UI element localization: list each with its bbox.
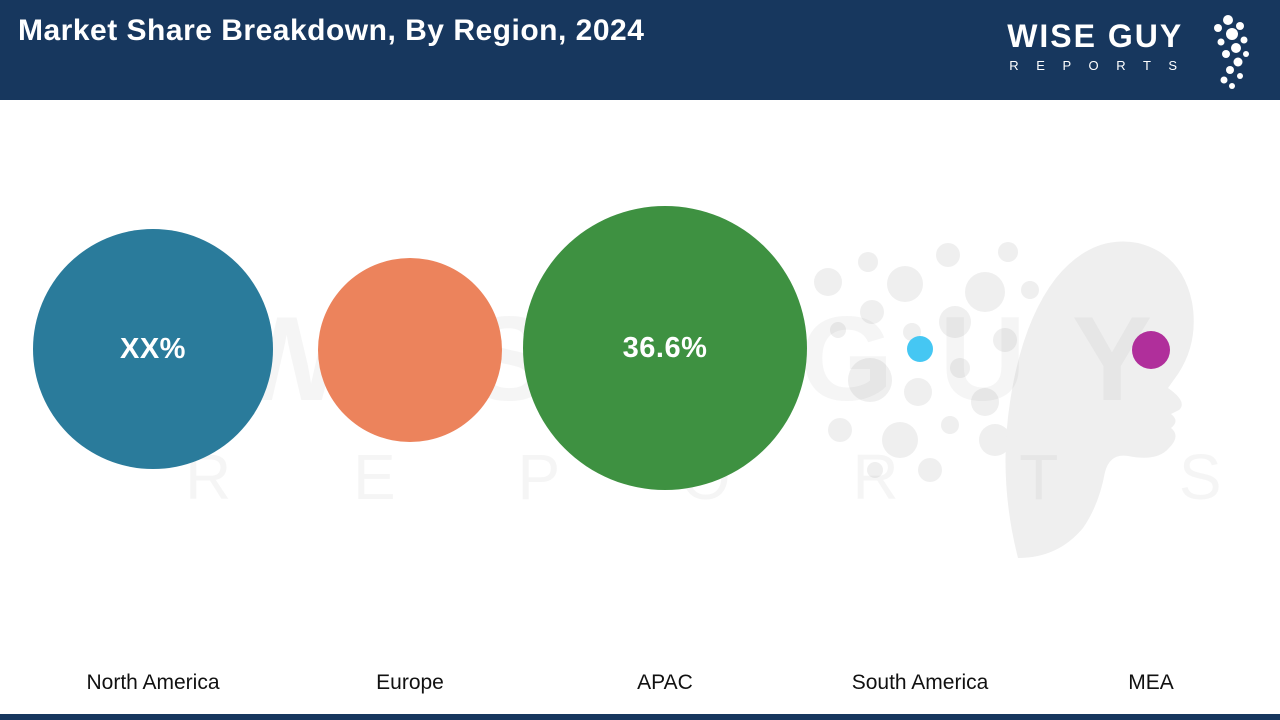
dotted-head-icon	[1214, 15, 1249, 89]
logo-wordmark-line2: R E P O R T S	[1009, 57, 1184, 73]
bubble-mea	[1132, 331, 1170, 369]
category-label-mea: MEA	[1128, 671, 1174, 694]
page-title: Market Share Breakdown, By Region, 2024	[18, 14, 645, 47]
bubble-europe	[318, 258, 502, 442]
logo-wordmark-line1: WISE GUY	[1007, 18, 1184, 54]
footer-bar	[0, 714, 1280, 720]
bubble-apac: 36.6%	[523, 206, 807, 490]
logo-wordmark: WISE GUY R E P O R T S	[1007, 18, 1184, 73]
bubble-north-america: XX%	[33, 229, 273, 469]
category-label-south-america: South America	[851, 671, 989, 694]
category-label-europe: Europe	[376, 671, 444, 694]
bubble-value-north-america: XX%	[120, 332, 186, 365]
bubble-south-america	[907, 336, 933, 362]
bubble-value-apac: 36.6%	[622, 331, 708, 364]
header-bar: Market Share Breakdown, By Region, 2024 …	[0, 0, 1280, 100]
category-label-north-america: North America	[86, 671, 220, 694]
wise-guy-logo: WISE GUY R E P O R T S	[1007, 12, 1252, 92]
category-label-apac: APAC	[637, 671, 693, 694]
